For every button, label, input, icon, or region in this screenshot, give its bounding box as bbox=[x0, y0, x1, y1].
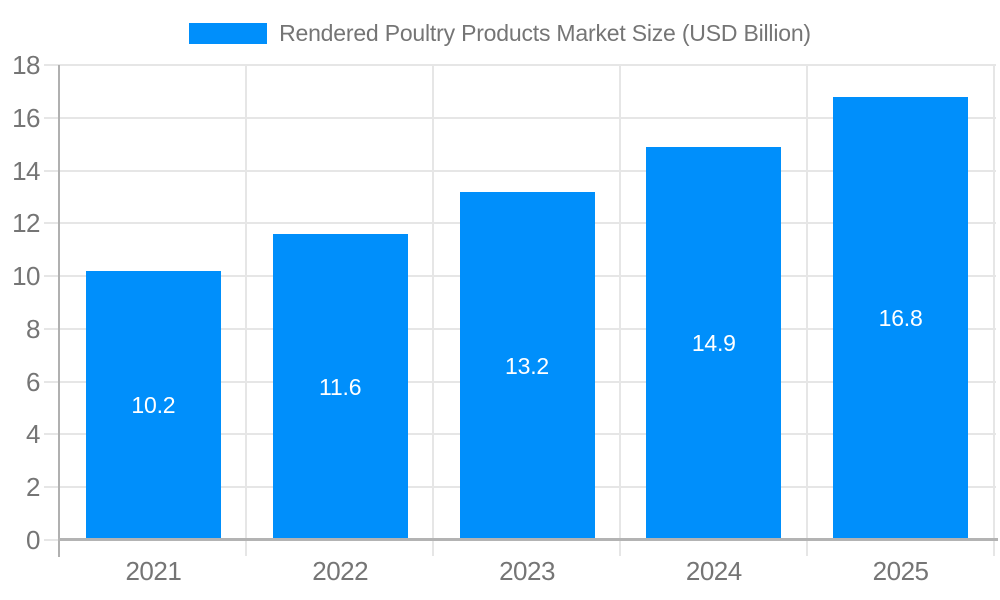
bar-value-label: 16.8 bbox=[878, 305, 923, 332]
y-axis-tick-label: 16 bbox=[12, 102, 40, 133]
bar-value-label: 13.2 bbox=[505, 352, 549, 379]
legend-label: Rendered Poultry Products Market Size (U… bbox=[279, 20, 811, 46]
bar-value-label: 11.6 bbox=[319, 373, 362, 400]
x-axis-line bbox=[58, 538, 998, 541]
y-gridline bbox=[44, 116, 996, 119]
y-axis-tick-label: 8 bbox=[26, 313, 40, 344]
y-axis-tick-label: 10 bbox=[12, 261, 40, 292]
y-axis-tick-label: 12 bbox=[12, 208, 40, 239]
bar-value-label: 10.2 bbox=[131, 392, 176, 419]
y-gridline bbox=[44, 64, 996, 66]
bar-2025 bbox=[833, 96, 969, 540]
bar-value-label: 14.9 bbox=[691, 330, 736, 357]
y-axis-tick-label: 0 bbox=[26, 525, 40, 555]
legend-swatch-icon bbox=[189, 22, 268, 44]
x-gridline bbox=[618, 65, 621, 556]
x-axis-tick-label: 2021 bbox=[125, 556, 182, 586]
x-gridline bbox=[245, 65, 248, 556]
y-axis-tick-label: 4 bbox=[26, 419, 40, 450]
y-axis-tick-label: 2 bbox=[26, 472, 40, 503]
y-axis-tick-label: 6 bbox=[26, 366, 40, 397]
x-axis-tick-label: 2024 bbox=[685, 556, 742, 586]
x-gridline bbox=[992, 65, 995, 556]
bar-2023 bbox=[459, 191, 595, 540]
y-axis-line bbox=[58, 65, 60, 557]
bar-2024 bbox=[646, 146, 782, 540]
y-axis-tick-label: 14 bbox=[12, 155, 40, 186]
x-axis-tick-label: 2025 bbox=[872, 556, 929, 586]
x-axis-tick-label: 2023 bbox=[499, 556, 555, 586]
x-axis-tick-label: 2022 bbox=[312, 556, 369, 586]
y-gridline bbox=[44, 169, 996, 172]
y-axis-tick-label: 18 bbox=[12, 50, 40, 80]
bar-2021 bbox=[85, 270, 221, 540]
bar-2022 bbox=[272, 233, 408, 540]
legend[interactable]: Rendered Poultry Products Market Size (U… bbox=[0, 20, 1000, 46]
x-gridline bbox=[805, 65, 808, 556]
x-gridline bbox=[432, 65, 435, 556]
